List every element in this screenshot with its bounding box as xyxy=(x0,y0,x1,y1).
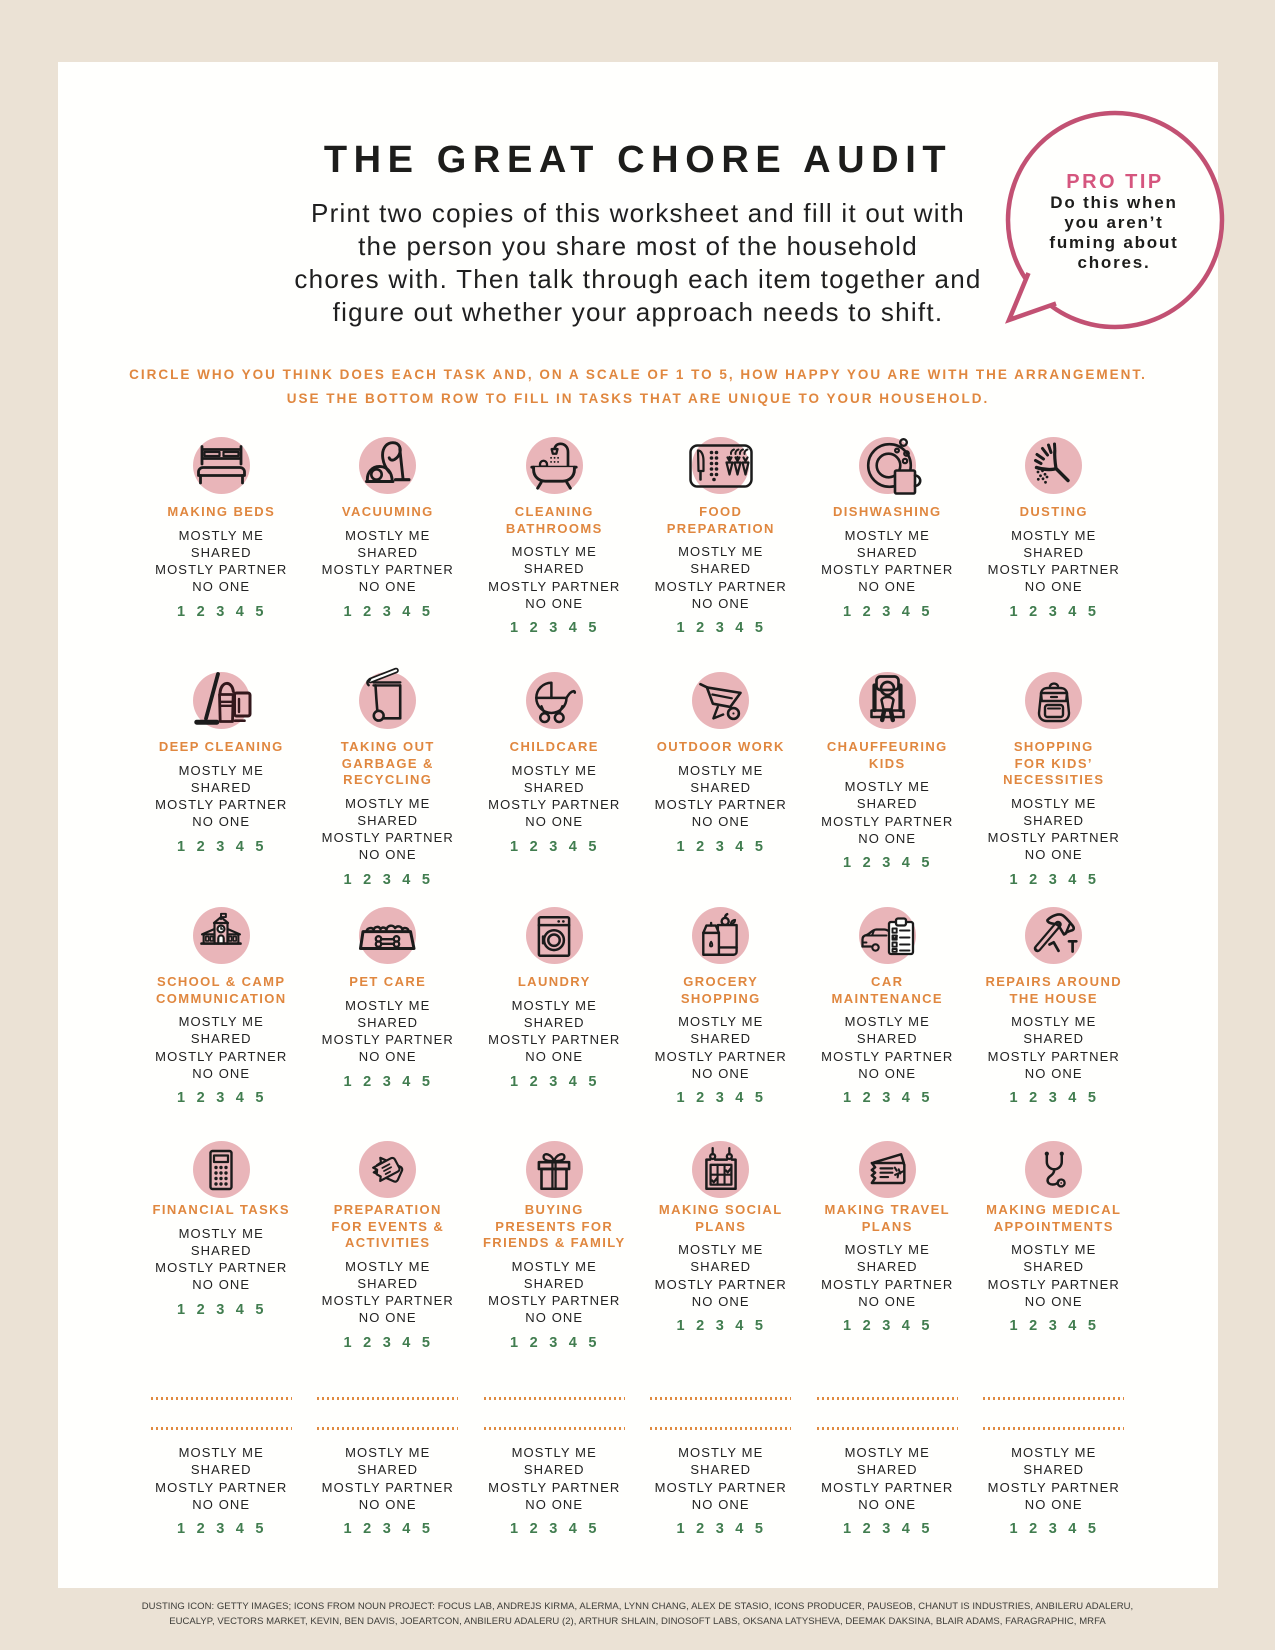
svg-text:PRO TIP: PRO TIP xyxy=(1066,171,1164,193)
